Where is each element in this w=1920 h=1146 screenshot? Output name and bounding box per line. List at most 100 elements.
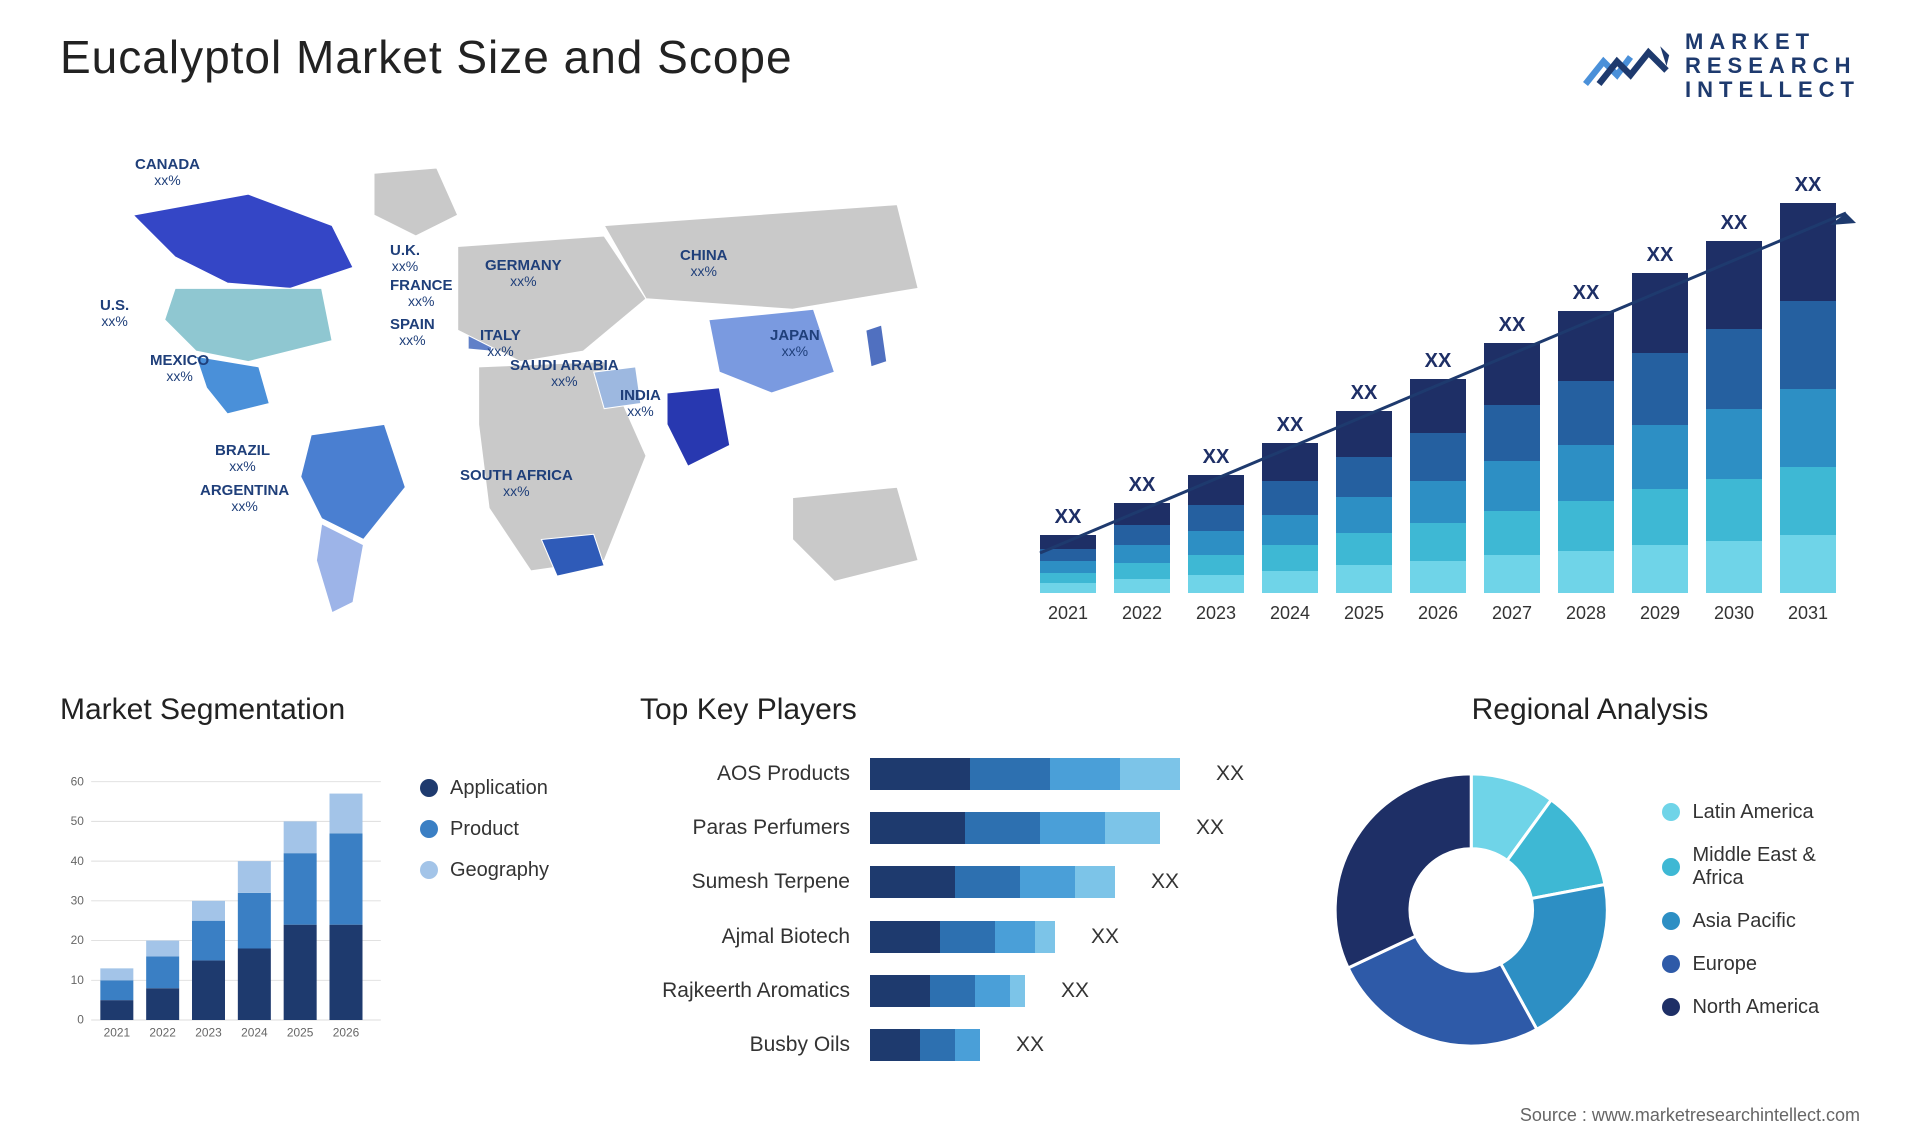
player-value: XX	[1196, 816, 1224, 840]
region-south-africa	[541, 534, 604, 576]
seg-year-label: 2023	[195, 1025, 222, 1039]
growth-year-label: 2026	[1418, 603, 1458, 623]
region-brazil	[301, 424, 406, 539]
growth-bar-seg	[1780, 389, 1836, 467]
players-panel: Top Key Players AOS ProductsXXParas Perf…	[640, 693, 1280, 1073]
seg-bar-seg	[330, 793, 363, 833]
seg-legend-label: Application	[450, 777, 548, 800]
growth-bar-seg	[1706, 241, 1762, 329]
player-value: XX	[1091, 925, 1119, 949]
regional-panel: Regional Analysis Latin AmericaMiddle Ea…	[1320, 693, 1860, 1073]
player-bar	[870, 975, 1025, 1007]
player-value: XX	[1216, 762, 1244, 786]
seg-bar-seg	[238, 861, 271, 893]
player-bar-seg	[955, 1029, 980, 1061]
seg-bar-seg	[146, 956, 179, 988]
player-row: Paras PerfumersXX	[640, 812, 1280, 844]
growth-bar-seg	[1262, 481, 1318, 515]
growth-bar-seg	[1040, 573, 1096, 583]
legend-dot-icon	[1662, 955, 1680, 973]
region-japan	[866, 325, 887, 367]
legend-dot-icon	[420, 820, 438, 838]
seg-bar-seg	[192, 960, 225, 1020]
region-australia	[793, 487, 919, 581]
map-label-argentina: ARGENTINAxx%	[200, 483, 289, 516]
player-bar-seg	[870, 1029, 920, 1061]
growth-year-label: 2023	[1196, 603, 1236, 623]
regional-legend-item: North America	[1662, 996, 1860, 1019]
growth-bar-label: XX	[1573, 282, 1600, 304]
map-label-japan: JAPANxx%	[770, 328, 820, 361]
growth-year-label: 2027	[1492, 603, 1532, 623]
region-argentina	[316, 523, 363, 612]
source-text: Source : www.marketresearchintellect.com	[1520, 1105, 1860, 1126]
segmentation-chart: 0102030405060202120222023202420252026	[60, 747, 390, 1073]
growth-bar-seg	[1262, 515, 1318, 545]
player-bar-seg	[1075, 866, 1115, 898]
seg-bar-seg	[284, 853, 317, 925]
players-title: Top Key Players	[640, 693, 1280, 727]
growth-bar-label: XX	[1055, 506, 1082, 528]
player-bar-seg	[870, 921, 940, 953]
seg-bar-seg	[192, 900, 225, 920]
map-label-saudi-arabia: SAUDI ARABIAxx%	[510, 358, 619, 391]
seg-ytick: 30	[71, 893, 85, 907]
growth-bar-seg	[1780, 467, 1836, 535]
player-name: Sumesh Terpene	[640, 870, 850, 894]
player-bar	[870, 1029, 980, 1061]
growth-chart-panel: XX2021XX2022XX2023XX2024XX2025XX2026XX20…	[1020, 133, 1860, 653]
seg-year-label: 2024	[241, 1025, 268, 1039]
growth-bar-seg	[1706, 479, 1762, 541]
player-bar-seg	[870, 975, 930, 1007]
growth-bar-seg	[1632, 353, 1688, 425]
players-chart: AOS ProductsXXParas PerfumersXXSumesh Te…	[640, 747, 1280, 1073]
player-row: Ajmal BiotechXX	[640, 921, 1280, 953]
logo: MARKET RESEARCH INTELLECT	[1581, 30, 1860, 103]
growth-year-label: 2024	[1270, 603, 1310, 623]
player-bar	[870, 921, 1055, 953]
growth-bar-seg	[1262, 545, 1318, 571]
map-label-brazil: BRAZILxx%	[215, 443, 270, 476]
player-bar-seg	[870, 866, 955, 898]
player-name: Busby Oils	[640, 1033, 850, 1057]
player-row: Rajkeerth AromaticsXX	[640, 975, 1280, 1007]
growth-bar-label: XX	[1721, 212, 1748, 234]
growth-bar-seg	[1114, 579, 1170, 593]
donut-slice	[1335, 773, 1471, 967]
player-bar-seg	[1040, 812, 1105, 844]
player-row: Busby OilsXX	[640, 1029, 1280, 1061]
growth-bar-seg	[1040, 583, 1096, 593]
regional-legend-label: Latin America	[1692, 801, 1813, 824]
seg-ytick: 50	[71, 814, 85, 828]
growth-bar-seg	[1780, 535, 1836, 593]
growth-year-label: 2029	[1640, 603, 1680, 623]
player-bar-seg	[1035, 921, 1055, 953]
legend-dot-icon	[420, 861, 438, 879]
legend-dot-icon	[1662, 858, 1680, 876]
player-bar	[870, 758, 1180, 790]
regional-legend-item: Europe	[1662, 953, 1860, 976]
player-bar-seg	[1105, 812, 1160, 844]
map-label-france: FRANCExx%	[390, 278, 453, 311]
seg-year-label: 2022	[149, 1025, 176, 1039]
growth-bar-seg	[1336, 533, 1392, 565]
map-label-mexico: MEXICOxx%	[150, 353, 209, 386]
growth-bar-seg	[1780, 203, 1836, 301]
growth-year-label: 2031	[1788, 603, 1828, 623]
player-name: Rajkeerth Aromatics	[640, 979, 850, 1003]
growth-bar-label: XX	[1203, 446, 1230, 468]
growth-bar-seg	[1558, 501, 1614, 551]
seg-bar-seg	[100, 968, 133, 980]
player-name: AOS Products	[640, 762, 850, 786]
map-label-china: CHINAxx%	[680, 248, 728, 281]
growth-bar-label: XX	[1277, 414, 1304, 436]
player-bar-seg	[965, 812, 1040, 844]
segmentation-legend: ApplicationProductGeography	[420, 747, 600, 1073]
segmentation-panel: Market Segmentation 01020304050602021202…	[60, 693, 600, 1073]
growth-bar-seg	[1114, 525, 1170, 545]
region-usa	[165, 288, 332, 361]
growth-bar-seg	[1188, 531, 1244, 555]
growth-bar-label: XX	[1795, 174, 1822, 196]
growth-bar-seg	[1188, 555, 1244, 575]
seg-bar-seg	[284, 924, 317, 1019]
